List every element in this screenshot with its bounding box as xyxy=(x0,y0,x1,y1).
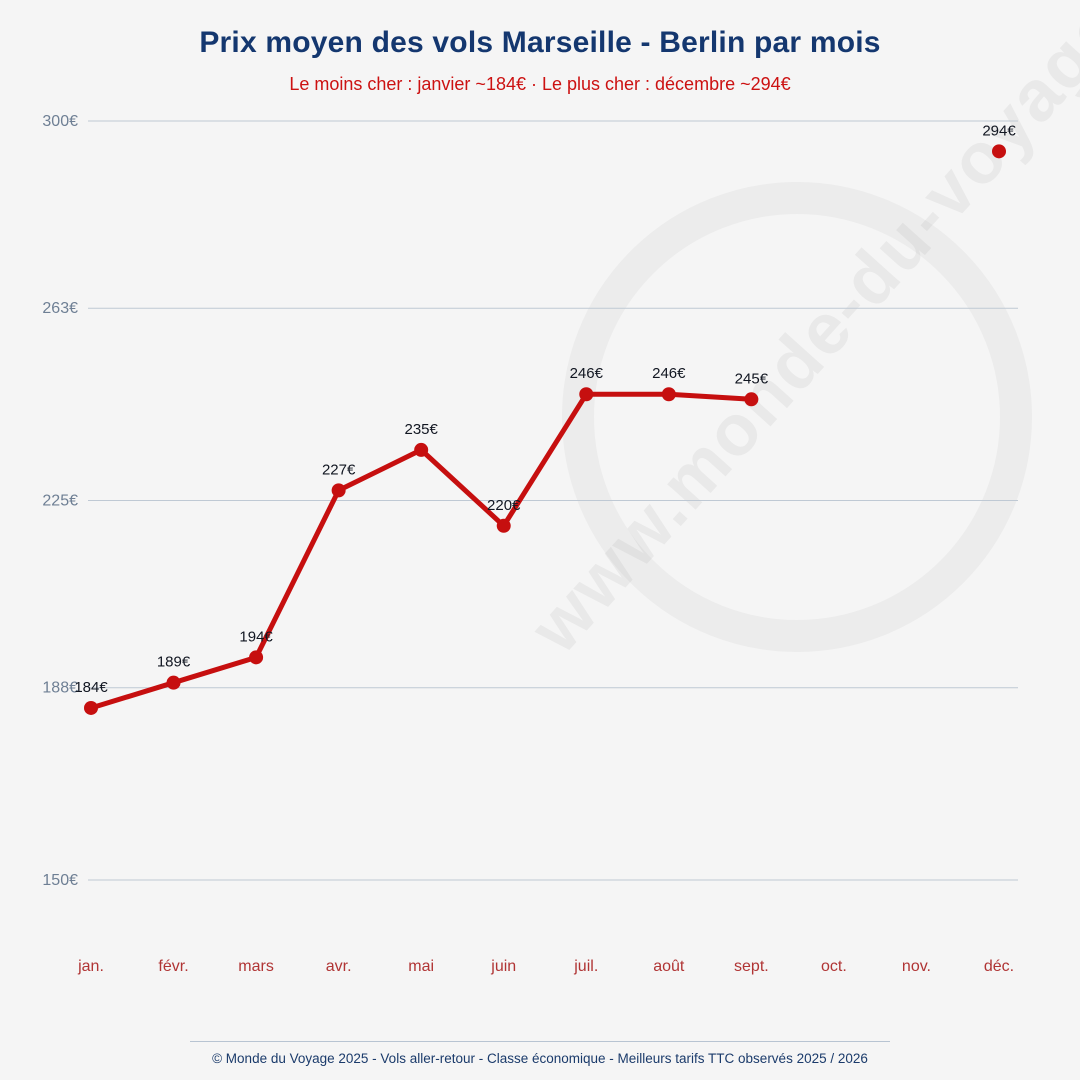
x-tick-label: août xyxy=(653,958,685,975)
x-tick-label: oct. xyxy=(821,958,847,975)
price-line xyxy=(91,151,999,708)
data-point xyxy=(661,387,676,402)
data-point xyxy=(414,442,429,457)
data-point-label: 194€ xyxy=(239,628,273,645)
y-tick-label: 225€ xyxy=(42,493,78,510)
footer-divider xyxy=(190,1041,890,1042)
chart-header: Prix moyen des vols Marseille - Berlin p… xyxy=(0,0,1080,95)
data-point xyxy=(249,650,264,665)
footer: © Monde du Voyage 2025 - Vols aller-reto… xyxy=(0,1041,1080,1066)
x-tick-label: déc. xyxy=(984,958,1014,975)
data-point xyxy=(84,700,98,715)
x-tick-label: nov. xyxy=(902,958,931,975)
data-point xyxy=(166,675,181,690)
data-point-label: 294€ xyxy=(982,122,1016,139)
data-point-label: 245€ xyxy=(735,370,769,387)
y-tick-label: 263€ xyxy=(42,300,78,317)
data-point-label: 246€ xyxy=(570,365,604,382)
data-point xyxy=(579,387,594,402)
data-point xyxy=(744,392,759,407)
x-tick-label: jan. xyxy=(77,958,104,975)
x-tick-label: févr. xyxy=(158,958,188,975)
x-tick-label: avr. xyxy=(326,958,352,975)
data-point xyxy=(331,483,346,498)
x-tick-label: mai xyxy=(408,958,434,975)
data-point-label: 184€ xyxy=(74,679,108,696)
data-point-label: 220€ xyxy=(487,497,521,514)
data-point-label: 235€ xyxy=(404,421,438,438)
footer-text: © Monde du Voyage 2025 - Vols aller-reto… xyxy=(212,1051,868,1066)
data-point-label: 189€ xyxy=(157,654,191,671)
data-point xyxy=(992,144,1006,159)
x-tick-label: juil. xyxy=(573,958,598,975)
x-tick-label: juin xyxy=(490,958,516,975)
x-tick-label: mars xyxy=(238,958,274,975)
data-point-label: 227€ xyxy=(322,461,356,478)
y-tick-label: 150€ xyxy=(42,872,78,889)
y-tick-label: 188€ xyxy=(42,680,78,697)
chart-subtitle: Le moins cher : janvier ~184€ · Le plus … xyxy=(289,74,791,94)
page-title: Prix moyen des vols Marseille - Berlin p… xyxy=(199,26,881,59)
data-point-label: 246€ xyxy=(652,365,686,382)
data-point xyxy=(496,518,511,533)
y-tick-label: 300€ xyxy=(42,113,78,130)
x-tick-label: sept. xyxy=(734,958,769,975)
